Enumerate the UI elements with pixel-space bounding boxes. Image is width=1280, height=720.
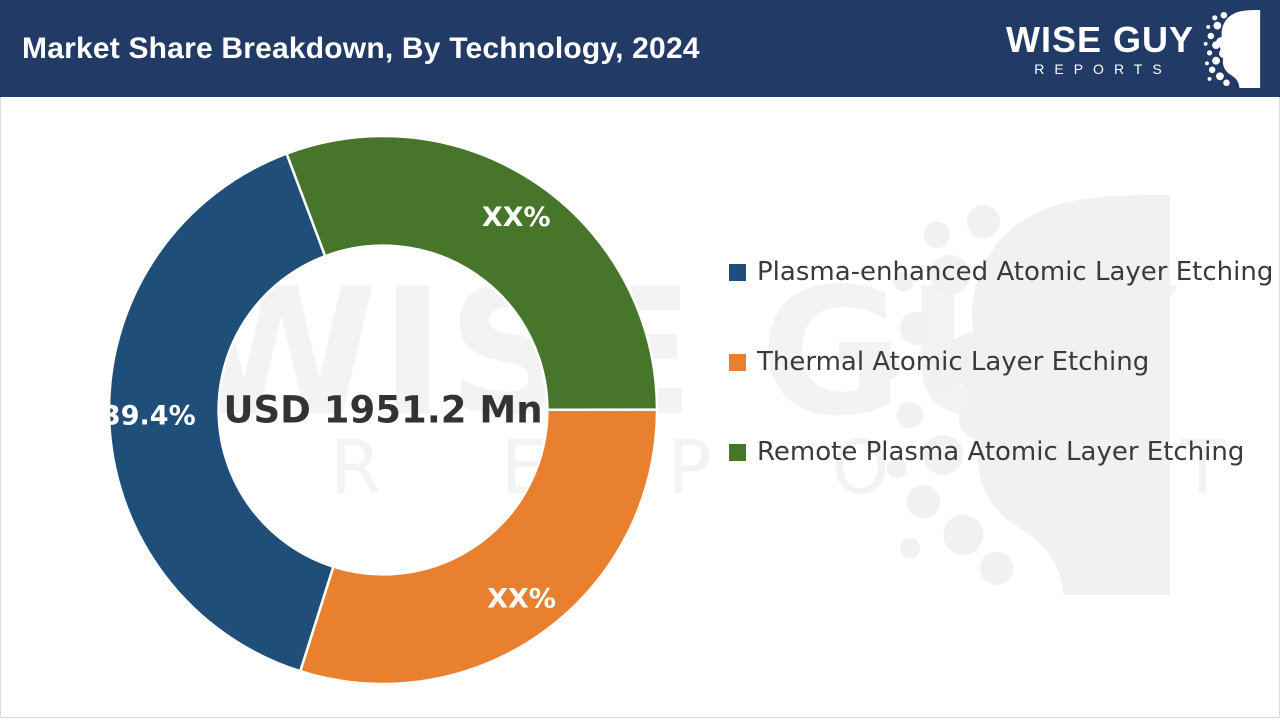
page-title: Market Share Breakdown, By Technology, 2… (22, 31, 700, 65)
legend-swatch-icon (729, 353, 746, 371)
legend-label: Remote Plasma Atomic Layer Etching (757, 437, 1245, 467)
donut-chart: 39.4% XX% XX% (102, 134, 659, 686)
legend-label: Thermal Atomic Layer Etching (757, 347, 1150, 377)
legend-swatch-icon (729, 263, 746, 281)
donut-segment (107, 151, 335, 673)
slice-percentage-label: XX% (482, 202, 551, 233)
slice-percentage-label: XX% (487, 583, 556, 614)
header-bar: Market Share Breakdown, By Technology, 2… (0, 0, 1280, 97)
brand-logo-text: WISE GUY REPORTS (1005, 19, 1194, 78)
legend-item: Plasma-enhanced Atomic Layer Etching (729, 256, 1273, 288)
legend-swatch-icon (729, 443, 746, 461)
chart-center-value: USD 1951.2 Mn (223, 388, 543, 432)
donut-segment (298, 408, 659, 686)
slice-percentage-label: 39.4% (102, 401, 196, 432)
chart-legend: Plasma-enhanced Atomic Layer Etching The… (729, 256, 1273, 468)
donut-segment (284, 134, 659, 412)
legend-label: Plasma-enhanced Atomic Layer Etching (757, 257, 1274, 287)
legend-item: Thermal Atomic Layer Etching (729, 346, 1273, 378)
brand-subtitle: REPORTS (1034, 61, 1172, 77)
legend-item: Remote Plasma Atomic Layer Etching (729, 436, 1273, 468)
brand-face-icon (1198, 10, 1264, 88)
brand-name: WISE GUY (1005, 19, 1194, 60)
brand-logo: WISE GUY REPORTS (1006, 8, 1264, 90)
